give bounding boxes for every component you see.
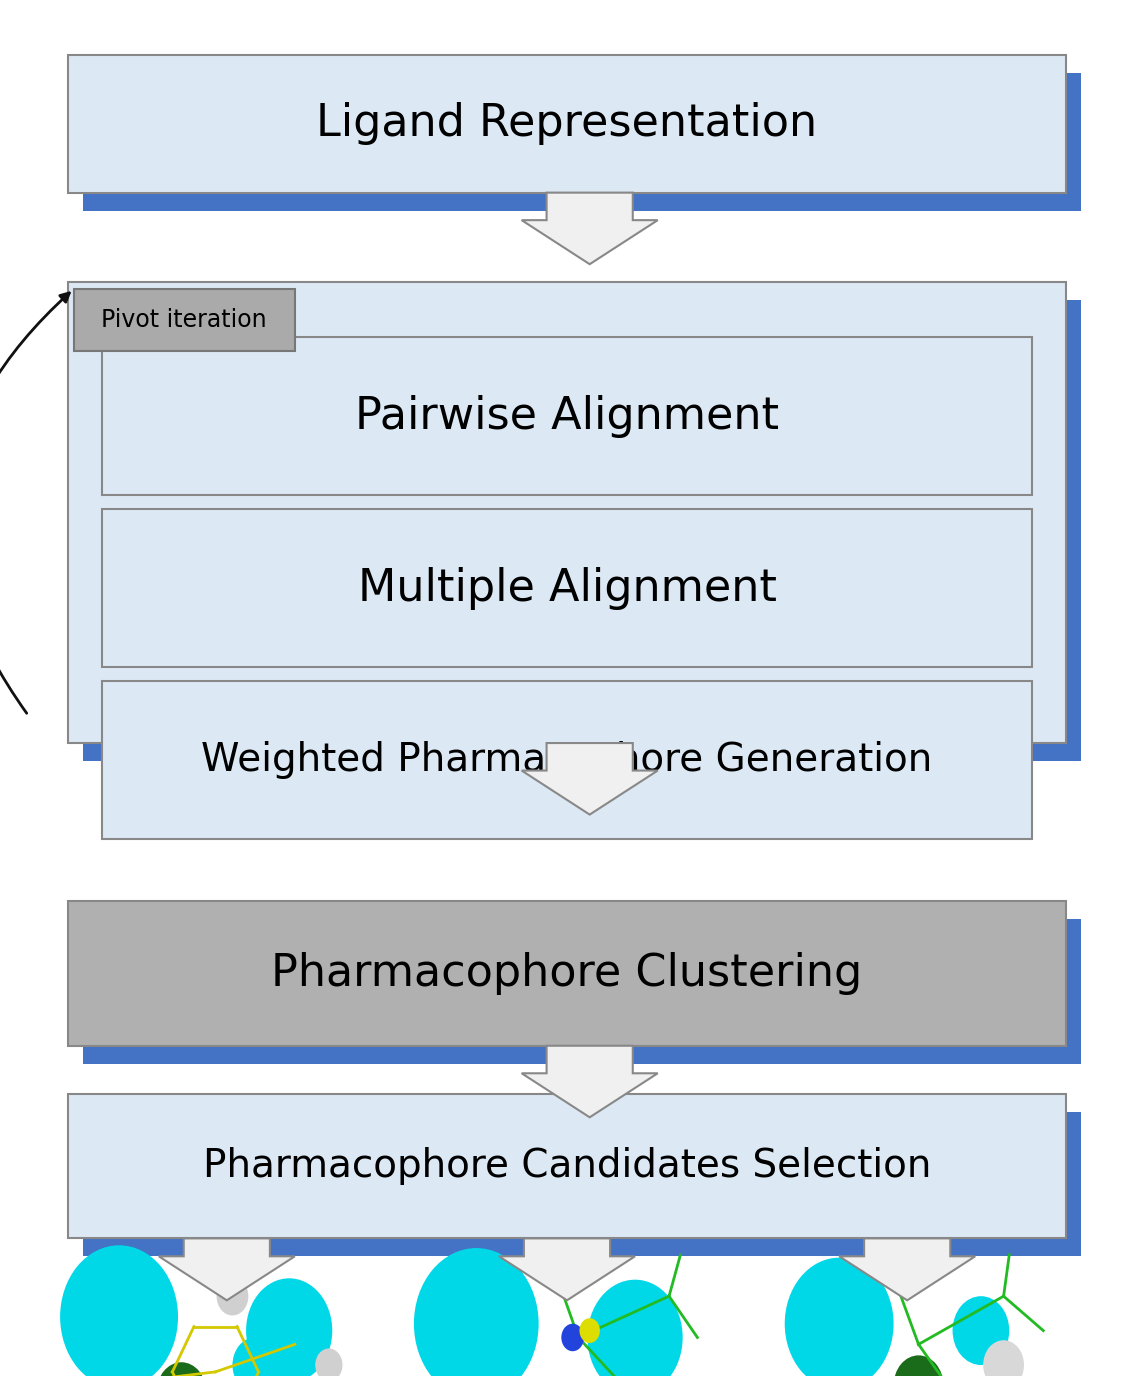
FancyBboxPatch shape [102,681,1032,839]
Circle shape [894,1355,943,1376]
Polygon shape [839,1238,975,1300]
Text: Pairwise Alignment: Pairwise Alignment [355,395,779,438]
FancyBboxPatch shape [102,337,1032,495]
Circle shape [315,1348,342,1376]
Circle shape [953,1296,1009,1365]
Circle shape [217,1277,248,1315]
FancyBboxPatch shape [83,919,1081,1064]
Polygon shape [499,1238,635,1300]
Circle shape [561,1324,584,1351]
Text: Pharmacophore Clustering: Pharmacophore Clustering [271,952,863,995]
Text: Pivot iteration: Pivot iteration [101,308,268,332]
Circle shape [414,1248,539,1376]
Polygon shape [522,743,658,815]
FancyBboxPatch shape [102,509,1032,667]
Polygon shape [522,1046,658,1117]
Circle shape [246,1278,332,1376]
Circle shape [232,1337,278,1376]
FancyBboxPatch shape [68,282,1066,743]
FancyBboxPatch shape [74,289,295,351]
Polygon shape [522,193,658,264]
Circle shape [60,1245,178,1376]
FancyBboxPatch shape [83,1112,1081,1256]
FancyBboxPatch shape [68,901,1066,1046]
Text: Pharmacophore Candidates Selection: Pharmacophore Candidates Selection [203,1148,931,1185]
FancyBboxPatch shape [68,1094,1066,1238]
Circle shape [579,1318,600,1343]
Circle shape [983,1340,1024,1376]
Polygon shape [159,1238,295,1300]
FancyArrowPatch shape [0,293,69,713]
Circle shape [156,1362,206,1376]
Circle shape [587,1280,683,1376]
Circle shape [785,1258,894,1376]
Text: Weighted Pharmacophore Generation: Weighted Pharmacophore Generation [202,742,932,779]
FancyBboxPatch shape [83,73,1081,211]
Text: Ligand Representation: Ligand Representation [316,102,818,146]
FancyBboxPatch shape [83,300,1081,761]
FancyBboxPatch shape [68,55,1066,193]
Text: Multiple Alignment: Multiple Alignment [357,567,777,610]
